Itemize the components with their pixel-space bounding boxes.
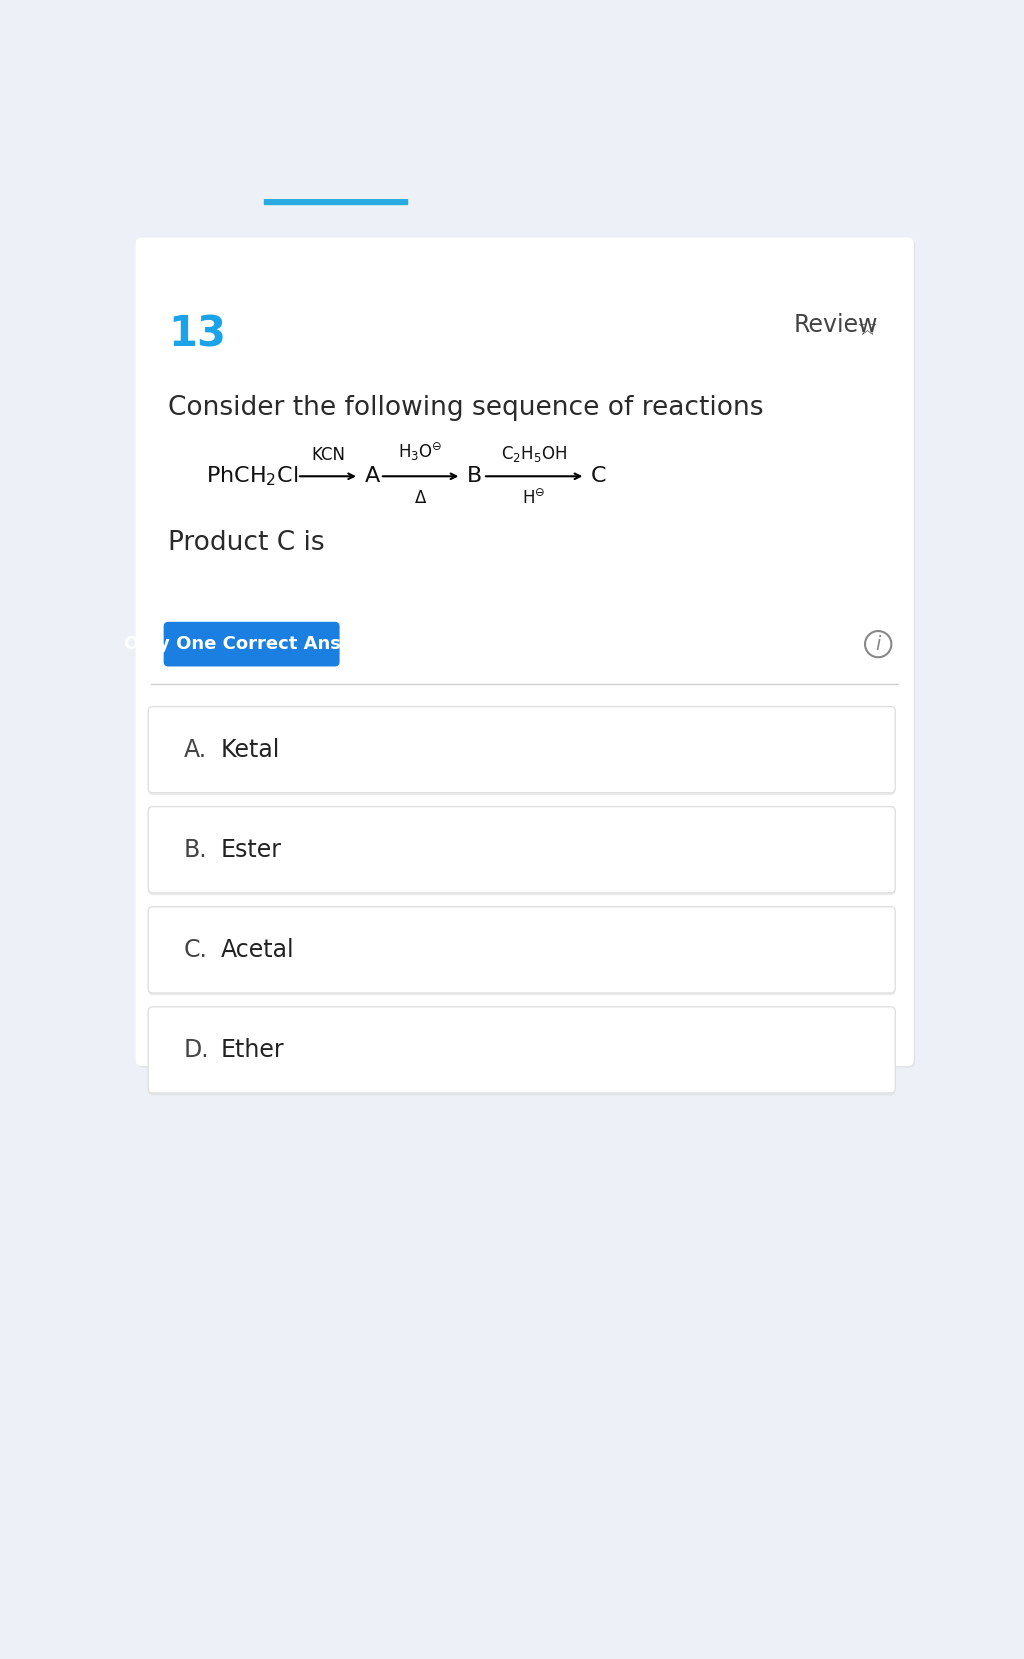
Text: Ketal: Ketal bbox=[221, 738, 281, 761]
Text: A.: A. bbox=[183, 738, 207, 761]
Text: KCN: KCN bbox=[311, 446, 345, 465]
Text: Product C is: Product C is bbox=[168, 531, 325, 556]
Text: Review: Review bbox=[794, 314, 879, 337]
Text: ☆: ☆ bbox=[856, 317, 878, 340]
FancyBboxPatch shape bbox=[148, 806, 895, 893]
FancyBboxPatch shape bbox=[148, 907, 895, 994]
Text: Ether: Ether bbox=[221, 1039, 285, 1062]
Text: Only One Correct Answer: Only One Correct Answer bbox=[124, 635, 379, 654]
Text: A: A bbox=[365, 466, 380, 486]
Text: D.: D. bbox=[183, 1039, 210, 1062]
Text: B.: B. bbox=[183, 838, 208, 861]
FancyBboxPatch shape bbox=[164, 622, 340, 667]
FancyBboxPatch shape bbox=[148, 707, 895, 793]
FancyBboxPatch shape bbox=[136, 237, 913, 1067]
FancyBboxPatch shape bbox=[148, 909, 895, 995]
Text: C$_2$H$_5$OH: C$_2$H$_5$OH bbox=[501, 445, 567, 465]
Text: C.: C. bbox=[183, 937, 208, 962]
Text: i: i bbox=[876, 635, 881, 654]
Text: $\Delta$: $\Delta$ bbox=[414, 489, 427, 508]
Text: Ester: Ester bbox=[221, 838, 282, 861]
Text: 13: 13 bbox=[168, 314, 226, 355]
FancyBboxPatch shape bbox=[148, 1007, 895, 1093]
FancyBboxPatch shape bbox=[148, 810, 895, 896]
FancyBboxPatch shape bbox=[148, 708, 895, 795]
Text: PhCH$_2$Cl: PhCH$_2$Cl bbox=[206, 465, 298, 488]
Text: Consider the following sequence of reactions: Consider the following sequence of react… bbox=[168, 395, 764, 421]
Text: H$^{\ominus}$: H$^{\ominus}$ bbox=[522, 489, 546, 508]
Text: H$_3$O$^{\ominus}$: H$_3$O$^{\ominus}$ bbox=[398, 441, 442, 465]
FancyBboxPatch shape bbox=[148, 1009, 895, 1095]
Text: Acetal: Acetal bbox=[221, 937, 295, 962]
Text: B: B bbox=[467, 466, 482, 486]
Text: C: C bbox=[591, 466, 606, 486]
FancyBboxPatch shape bbox=[137, 239, 915, 1068]
Bar bbox=[263, 199, 407, 204]
